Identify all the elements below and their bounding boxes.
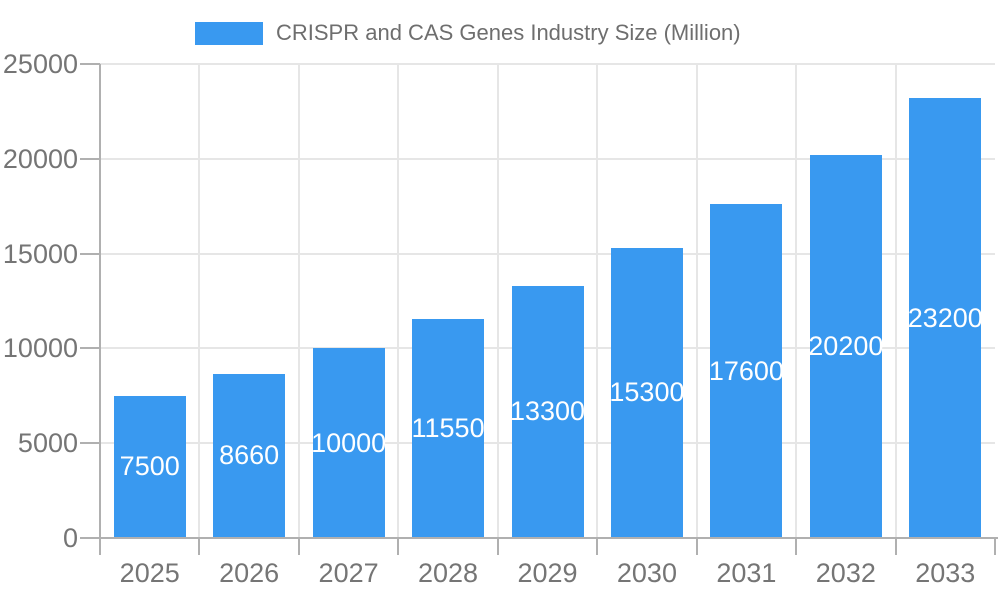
x-axis-label: 2025 [119, 558, 180, 588]
x-tick [99, 539, 101, 555]
bar-value-label: 13300 [509, 396, 586, 427]
x-axis-label: 2032 [815, 558, 876, 588]
bar-value-label: 8660 [219, 440, 280, 471]
x-axis-label: 2031 [716, 558, 777, 588]
bar-value-label: 23200 [907, 302, 983, 333]
y-axis-line [99, 64, 101, 555]
x-axis-label: 2029 [517, 558, 578, 588]
y-axis-label: 15000 [2, 238, 78, 269]
x-axis-label: 2033 [915, 558, 976, 588]
y-tick [80, 442, 100, 445]
chart-title: CRISPR and CAS Genes Industry Size (Mill… [276, 20, 741, 45]
x-gridline [894, 64, 897, 538]
bar-2026: 8660 [213, 373, 286, 538]
x-tick [596, 539, 599, 555]
x-axis-label: 2030 [616, 558, 677, 588]
x-gridline [198, 64, 201, 538]
bar-2032: 20200 [808, 155, 884, 538]
x-gridline [297, 64, 300, 538]
bar-2025: 7500 [113, 395, 186, 538]
bar-2031: 17600 [708, 204, 784, 538]
bar-2027: 10000 [311, 348, 387, 538]
x-axis-label: 2026 [219, 558, 280, 588]
x-gridline [496, 64, 499, 538]
bar-value-label: 7500 [119, 451, 180, 482]
y-axis-label: 25000 [2, 49, 78, 79]
y-tick [80, 157, 100, 160]
y-axis-label: 20000 [2, 143, 78, 174]
x-tick [397, 539, 400, 555]
y-tick [80, 252, 100, 255]
y-gridline [100, 63, 995, 65]
y-tick [80, 63, 100, 65]
bar-2029: 13300 [509, 285, 586, 538]
bar-2028: 11550 [411, 319, 485, 538]
x-tick [795, 539, 798, 555]
x-tick [695, 539, 698, 555]
chart-legend: CRISPR and CAS Genes Industry Size (Mill… [195, 20, 741, 46]
bar-value-label: 20200 [808, 330, 884, 361]
y-axis-label: 10000 [2, 333, 78, 364]
bar-value-label: 11550 [411, 412, 485, 443]
legend-swatch [195, 21, 263, 45]
x-gridline [795, 64, 798, 538]
x-tick [496, 539, 499, 555]
y-axis-label: 0 [62, 523, 78, 553]
x-tick [198, 539, 201, 555]
y-gridline [100, 157, 995, 160]
x-tick [994, 539, 996, 555]
x-axis-label: 2027 [318, 558, 379, 588]
x-tick [297, 539, 300, 555]
x-gridline [397, 64, 400, 538]
bar-value-label: 15300 [609, 377, 685, 408]
bar-2033: 23200 [907, 98, 983, 538]
y-tick [80, 347, 100, 350]
x-gridline [695, 64, 698, 538]
bar-value-label: 10000 [311, 427, 387, 458]
x-axis-label: 2028 [418, 558, 479, 588]
y-tick [80, 537, 100, 539]
bar-2030: 15300 [609, 247, 685, 538]
x-tick [894, 539, 897, 555]
y-gridline [100, 252, 995, 255]
bar-value-label: 17600 [708, 355, 784, 386]
x-axis-line [99, 537, 998, 539]
x-gridline [596, 64, 599, 538]
y-axis-label: 5000 [17, 428, 78, 459]
